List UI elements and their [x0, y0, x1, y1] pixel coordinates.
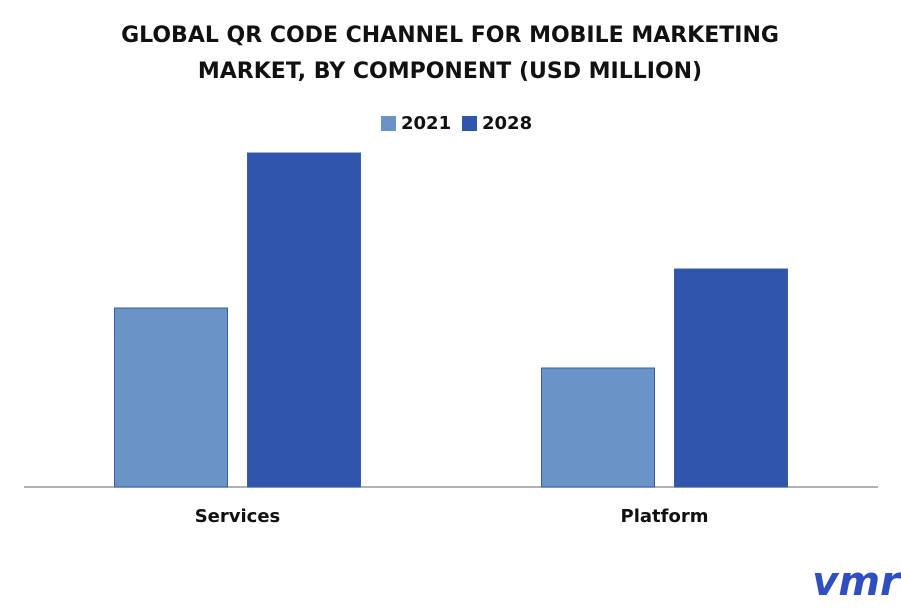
chart-title: GLOBAL QR CODE CHANNEL FOR MOBILE MARKET… — [121, 23, 779, 48]
legend-label: 2028 — [482, 113, 532, 134]
legend-label: 2021 — [401, 113, 451, 134]
x-tick-label: Services — [195, 506, 281, 527]
bar — [247, 152, 361, 488]
bar — [114, 307, 228, 488]
chart-title: MARKET, BY COMPONENT (USD MILLION) — [198, 59, 702, 84]
logo: vmr — [812, 559, 901, 605]
bar — [541, 367, 655, 488]
legend-swatch — [462, 116, 477, 131]
legend-swatch — [381, 116, 396, 131]
bar — [674, 268, 788, 488]
x-tick-label: Platform — [621, 506, 709, 527]
